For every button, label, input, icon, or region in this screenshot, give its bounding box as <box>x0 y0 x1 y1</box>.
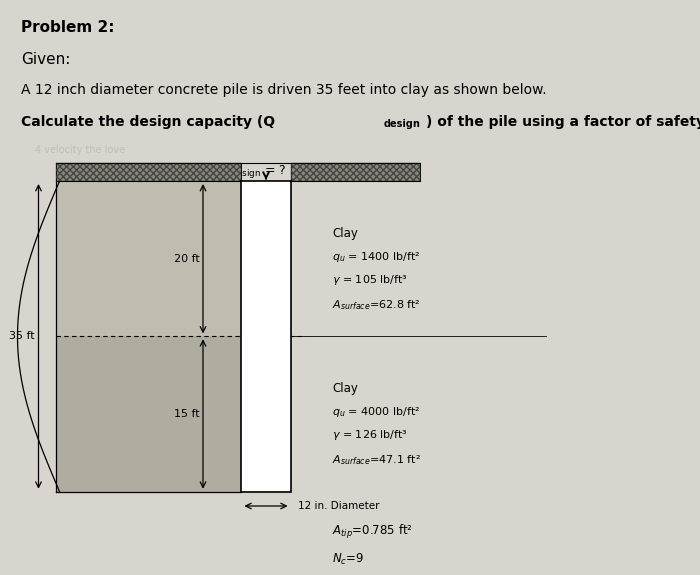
Bar <box>56 336 241 492</box>
Text: $Q_{\mathregular{Design}}$ = ?: $Q_{\mathregular{Design}}$ = ? <box>220 163 287 180</box>
Bar <box>241 181 290 492</box>
Text: ) of the pile using a factor of safety of 2.: ) of the pile using a factor of safety o… <box>426 115 700 129</box>
Text: 4 velocity the love: 4 velocity the love <box>35 145 125 155</box>
Text: $N_c$=9: $N_c$=9 <box>332 552 365 567</box>
Text: $\gamma$ = 126 lb/ft³: $\gamma$ = 126 lb/ft³ <box>332 428 408 442</box>
Text: Clay: Clay <box>332 382 358 396</box>
Bar <box>290 163 420 181</box>
Bar <box>56 163 241 181</box>
Text: $q_u$ = 4000 lb/ft²: $q_u$ = 4000 lb/ft² <box>332 405 421 419</box>
Text: $q_u$ = 1400 lb/ft²: $q_u$ = 1400 lb/ft² <box>332 250 421 264</box>
Text: $A_{tip}$=0.785 ft²: $A_{tip}$=0.785 ft² <box>332 523 414 541</box>
Bar <box>290 163 420 181</box>
Text: Clay: Clay <box>332 227 358 240</box>
Text: 12 in. Diameter: 12 in. Diameter <box>298 501 379 511</box>
Text: $A_{surface}$=62.8 ft²: $A_{surface}$=62.8 ft² <box>332 298 421 312</box>
Text: $\gamma$ = 105 lb/ft³: $\gamma$ = 105 lb/ft³ <box>332 273 408 287</box>
Text: 35 ft: 35 ft <box>9 331 35 342</box>
Text: design: design <box>384 119 421 129</box>
Text: 15 ft: 15 ft <box>174 409 199 419</box>
Bar <box>56 181 241 336</box>
Text: $A_{surface}$=47.1 ft²: $A_{surface}$=47.1 ft² <box>332 453 421 467</box>
Text: 20 ft: 20 ft <box>174 254 199 264</box>
Text: A 12 inch diameter concrete pile is driven 35 feet into clay as shown below.: A 12 inch diameter concrete pile is driv… <box>21 83 547 97</box>
Bar <box>56 163 241 181</box>
Text: Problem 2:: Problem 2: <box>21 20 115 35</box>
Text: Given:: Given: <box>21 52 71 67</box>
Text: Calculate the design capacity (Q: Calculate the design capacity (Q <box>21 115 275 129</box>
